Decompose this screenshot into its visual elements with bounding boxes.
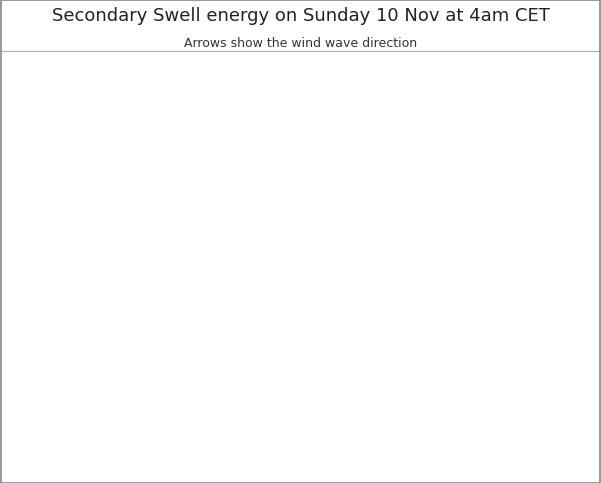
- Text: Arrows show the wind wave direction: Arrows show the wind wave direction: [184, 37, 417, 50]
- Text: cartopy required: cartopy required: [208, 259, 393, 279]
- Text: Secondary Swell energy on Sunday 10 Nov at 4am CET: Secondary Swell energy on Sunday 10 Nov …: [52, 7, 549, 25]
